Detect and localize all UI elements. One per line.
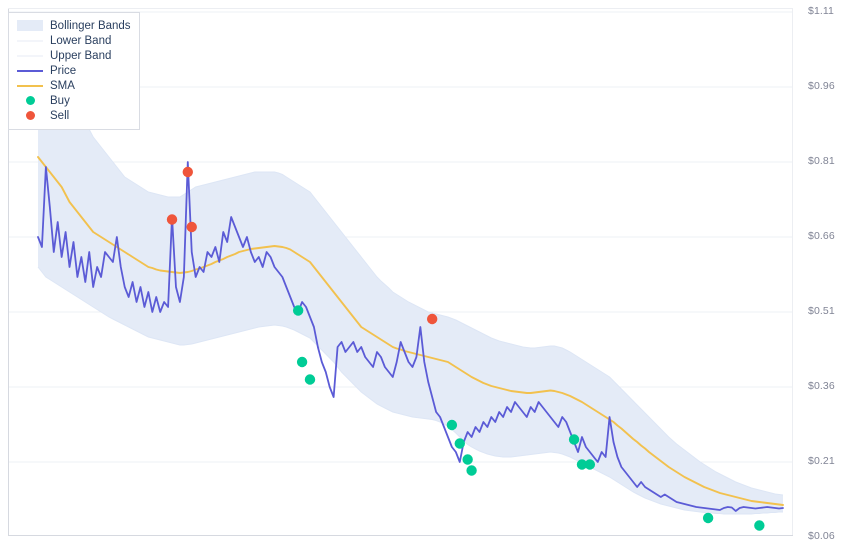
bollinger-band-edges	[37, 81, 784, 515]
upper-band-line	[38, 81, 784, 496]
y-axis-tick-label: $0.51	[808, 305, 835, 317]
sma-line	[37, 156, 784, 506]
sell-marker[interactable]	[426, 313, 438, 325]
swatch	[17, 84, 43, 87]
buy-marker[interactable]	[584, 459, 596, 470]
y-axis-tick-label: $1.11	[808, 5, 834, 17]
buy-markers[interactable]	[292, 305, 765, 531]
bollinger-band-fill	[38, 82, 783, 514]
buy-marker[interactable]	[454, 438, 465, 449]
legend-label: Price	[50, 64, 77, 77]
buy-marker[interactable]	[754, 520, 765, 531]
y-axis-tick-label: $0.81	[808, 155, 835, 167]
sell-marker[interactable]	[182, 166, 193, 178]
sell-marker[interactable]	[166, 214, 178, 225]
sell-markers[interactable]	[166, 166, 438, 325]
legend-label: Bollinger Bands	[50, 19, 131, 32]
buy-marker[interactable]	[462, 454, 473, 465]
legend-item-bollinger-bands[interactable]: Bollinger Bands	[15, 18, 131, 33]
legend-label: Sell	[50, 109, 70, 122]
legend-label: Lower Band	[50, 34, 112, 47]
line-swatch-icon	[15, 63, 45, 78]
y-axis-tick-label: $0.21	[808, 455, 835, 467]
legend-item-buy[interactable]: Buy	[15, 93, 131, 108]
buy-marker[interactable]	[702, 512, 714, 524]
legend-label: Buy	[50, 94, 70, 107]
swatch	[17, 20, 43, 31]
buy-marker[interactable]	[292, 305, 304, 316]
y-axis-tick-label: $0.96	[808, 80, 835, 92]
legend-label: Upper Band	[50, 49, 112, 62]
buy-marker[interactable]	[576, 459, 588, 470]
price-line	[37, 161, 784, 512]
buy-marker[interactable]	[304, 374, 316, 385]
swatch	[25, 111, 35, 120]
swatch	[17, 39, 43, 42]
buy-marker[interactable]	[446, 419, 458, 431]
dot-swatch-icon	[15, 108, 45, 123]
chart-legend[interactable]: Bollinger Bands Lower Band Upper Band Price…	[8, 12, 140, 130]
y-axis-tick-label: $0.06	[808, 530, 835, 542]
y-axis-tick-label: $0.66	[808, 230, 835, 242]
legend-item-lower-band[interactable]: Lower Band	[15, 33, 131, 48]
band-swatch-icon	[15, 18, 45, 33]
y-axis-tick-label: $0.36	[808, 380, 835, 392]
swatch	[25, 96, 35, 105]
legend-item-price[interactable]: Price	[15, 63, 131, 78]
buy-marker[interactable]	[568, 434, 580, 445]
buy-marker[interactable]	[466, 465, 477, 476]
band-area	[38, 82, 783, 514]
line-swatch-icon	[15, 48, 45, 63]
dot-swatch-icon	[15, 93, 45, 108]
buy-marker[interactable]	[296, 356, 308, 368]
legend-item-upper-band[interactable]: Upper Band	[15, 48, 131, 63]
legend-label: SMA	[50, 79, 75, 92]
sell-marker[interactable]	[186, 221, 197, 233]
legend-item-sell[interactable]: Sell	[15, 108, 131, 123]
plot-border	[8, 8, 793, 536]
lower-band-line	[37, 266, 783, 515]
swatch	[17, 69, 43, 72]
legend-item-sma[interactable]: SMA	[15, 78, 131, 93]
swatch	[17, 54, 43, 57]
line-swatch-icon	[15, 33, 45, 48]
line-swatch-icon	[15, 78, 45, 93]
